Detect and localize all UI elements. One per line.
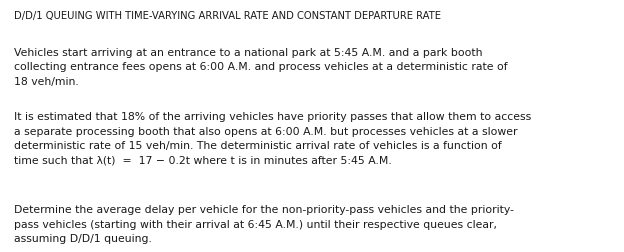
- Text: D/D/1 QUEUING WITH TIME-VARYING ARRIVAL RATE AND CONSTANT DEPARTURE RATE: D/D/1 QUEUING WITH TIME-VARYING ARRIVAL …: [14, 11, 441, 21]
- Text: Determine the average delay per vehicle for the non-priority-pass vehicles and t: Determine the average delay per vehicle …: [14, 205, 514, 244]
- Text: It is estimated that 18% of the arriving vehicles have priority passes that allo: It is estimated that 18% of the arriving…: [14, 112, 531, 165]
- Text: Vehicles start arriving at an entrance to a national park at 5:45 A.M. and a par: Vehicles start arriving at an entrance t…: [14, 48, 507, 87]
